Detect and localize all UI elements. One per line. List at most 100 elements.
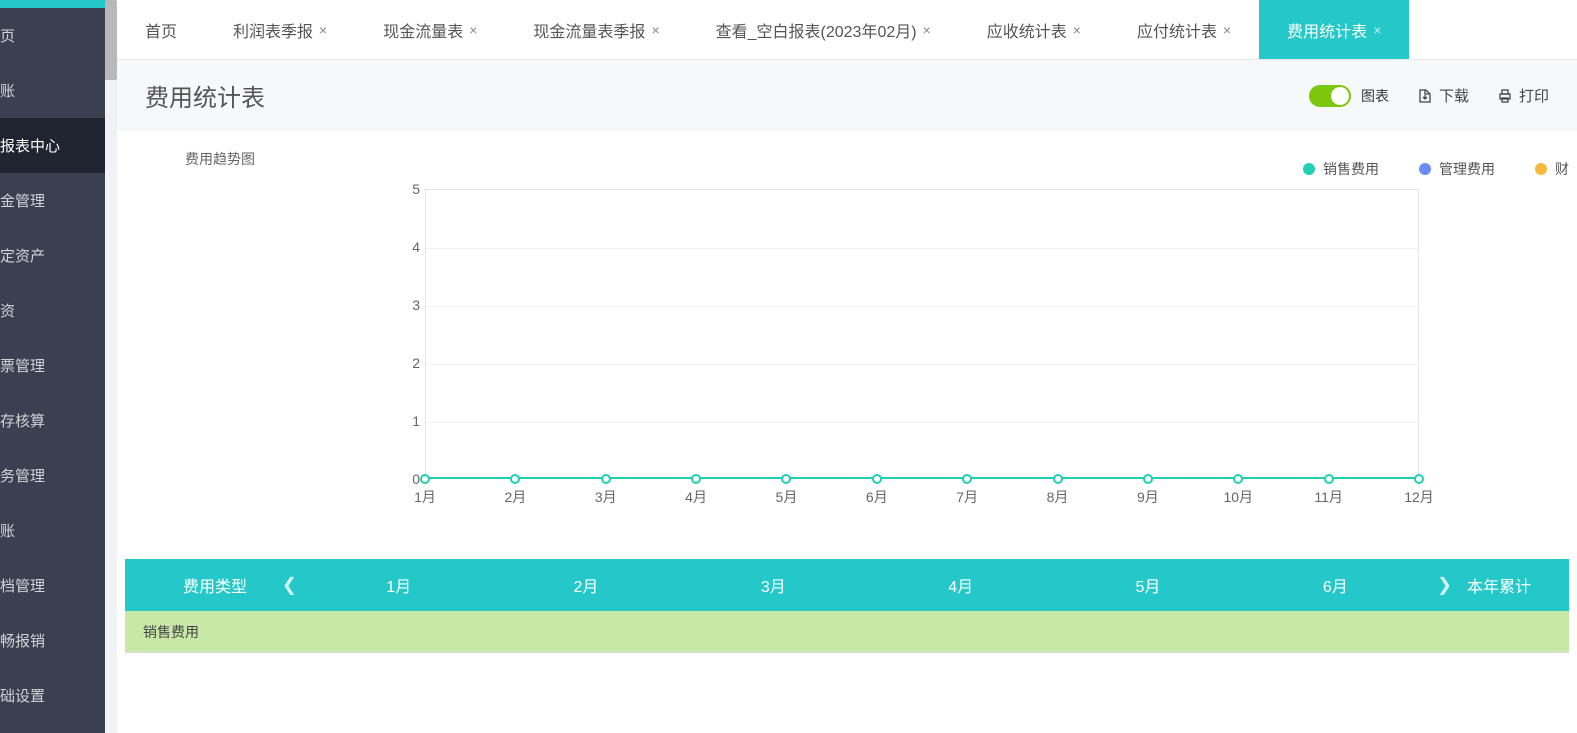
sidebar-item-12[interactable]: 础设置 [0,668,105,723]
x-tick: 6月 [866,487,888,507]
data-point [1233,474,1243,484]
th-month-1: 1月 [305,573,492,597]
x-tick: 1月 [414,487,436,507]
page-header: 费用统计表 图表 下载 打印 [117,60,1577,131]
data-point [1324,474,1334,484]
print-icon [1497,88,1513,104]
data-point [691,474,701,484]
x-tick: 8月 [1047,487,1069,507]
sidebar-item-8[interactable]: 务管理 [0,448,105,503]
sidebar-item-4[interactable]: 定资产 [0,228,105,283]
y-tick: 0 [395,471,420,487]
legend-label: 财 [1555,159,1569,179]
x-tick: 9月 [1137,487,1159,507]
tab-bar: 首页 利润表季报 × 现金流量表 × 现金流量表季报 × 查看_空白报表(2023年02月) ×… [117,0,1577,60]
close-icon[interactable]: × [1373,22,1381,38]
chart-plot: 0123451月2月3月4月5月6月7月8月9月10月11月12月 [365,179,1499,509]
y-tick: 1 [395,413,420,429]
tab-label: 利润表季报 [233,18,313,42]
legend-label: 销售费用 [1323,159,1379,179]
legend-dot-icon [1535,163,1547,175]
download-button[interactable]: 下载 [1417,85,1469,106]
legend-dot-icon [1303,163,1315,175]
legend-item-2[interactable]: 财 [1535,159,1569,179]
gridline [426,248,1418,249]
download-label: 下载 [1439,85,1469,106]
sidebar-item-7[interactable]: 存核算 [0,393,105,448]
print-button[interactable]: 打印 [1497,85,1549,106]
tab-4[interactable]: 查看_空白报表(2023年02月) × [688,0,959,59]
tab-label: 查看_空白报表(2023年02月) [716,18,917,42]
sidebar-item-2[interactable]: 报表中心 [0,118,105,173]
close-icon[interactable]: × [319,22,327,38]
x-tick: 4月 [685,487,707,507]
data-point [781,474,791,484]
th-month-4: 4月 [867,573,1054,597]
th-month-5: 5月 [1054,573,1241,597]
tab-7[interactable]: 费用统计表 × [1259,0,1409,59]
tab-label: 现金流量表 [383,18,463,42]
series-line-sales [425,477,1419,479]
legend-label: 管理费用 [1439,159,1495,179]
x-tick: 10月 [1223,487,1253,507]
data-point [872,474,882,484]
tab-6[interactable]: 应付统计表× [1109,0,1259,59]
sidebar-item-10[interactable]: 档管理 [0,558,105,613]
x-tick: 11月 [1314,487,1343,507]
th-month-2: 2月 [492,573,679,597]
data-point [962,474,972,484]
data-point [1053,474,1063,484]
gridline [426,306,1418,307]
x-tick: 3月 [595,487,617,507]
tab-label: 费用统计表 [1287,18,1367,42]
close-icon[interactable]: × [923,22,931,38]
data-point [1143,474,1153,484]
td-type: 销售费用 [125,622,305,642]
y-tick: 2 [395,355,420,371]
tab-2[interactable]: 现金流量表 × [355,0,505,59]
table-row[interactable]: 销售费用 [125,611,1569,653]
close-icon[interactable]: × [469,22,477,38]
sidebar-scrollbar[interactable] [105,0,117,80]
tab-label: 首页 [145,18,177,42]
sidebar-item-5[interactable]: 资 [0,283,105,338]
tab-5[interactable]: 应收统计表× [959,0,1109,59]
sidebar-item-6[interactable]: 票管理 [0,338,105,393]
chart-legend: 销售费用 管理费用 财 [1303,159,1569,179]
sidebar-item-3[interactable]: 金管理 [0,173,105,228]
legend-item-0[interactable]: 销售费用 [1303,159,1379,179]
header-actions: 图表 下载 打印 [1309,85,1549,107]
brand-topbar [0,0,110,8]
toggle-label: 图表 [1361,86,1389,106]
chart-card: 费用趋势图 销售费用管理费用财 0123451月2月3月4月5月6月7月8月9月… [125,131,1569,539]
main-area: 首页 利润表季报 × 现金流量表 × 现金流量表季报 × 查看_空白报表(2023年02月) ×… [117,0,1577,733]
th-type: 费用类型 ❮ [125,573,305,597]
legend-item-1[interactable]: 管理费用 [1419,159,1495,179]
month-prev-button[interactable]: ❮ [282,575,297,596]
data-point [420,474,430,484]
tab-0[interactable]: 首页 [117,0,205,59]
chart-toggle[interactable] [1309,85,1351,107]
page-title: 费用统计表 [145,78,1309,113]
th-total-label: 本年累计 [1467,579,1531,596]
tab-1[interactable]: 利润表季报 × [205,0,355,59]
th-type-label: 费用类型 [183,579,247,596]
sidebar-item-11[interactable]: 畅报销 [0,613,105,668]
close-icon[interactable]: × [1073,22,1081,38]
th-month-3: 3月 [680,573,867,597]
close-icon[interactable]: × [651,22,659,38]
month-next-button[interactable]: ❯ [1437,575,1452,596]
sidebar-item-1[interactable]: 账 [0,63,105,118]
sidebar-item-9[interactable]: 账 [0,503,105,558]
tab-label: 现金流量表季报 [533,18,645,42]
data-point [1414,474,1424,484]
sidebar: 页账报表中心金管理定资产资票管理存核算务管理账档管理畅报销础设置 [0,8,105,733]
y-tick: 3 [395,297,420,313]
gridline [426,364,1418,365]
th-month-6: 6月 [1242,573,1429,597]
x-tick: 12月 [1404,487,1434,507]
sidebar-item-0[interactable]: 页 [0,8,105,63]
close-icon[interactable]: × [1223,22,1231,38]
data-table: 费用类型 ❮ 1月2月3月4月5月6月 ❯ 本年累计 销售费用 [125,559,1569,653]
tab-3[interactable]: 现金流量表季报 × [505,0,687,59]
